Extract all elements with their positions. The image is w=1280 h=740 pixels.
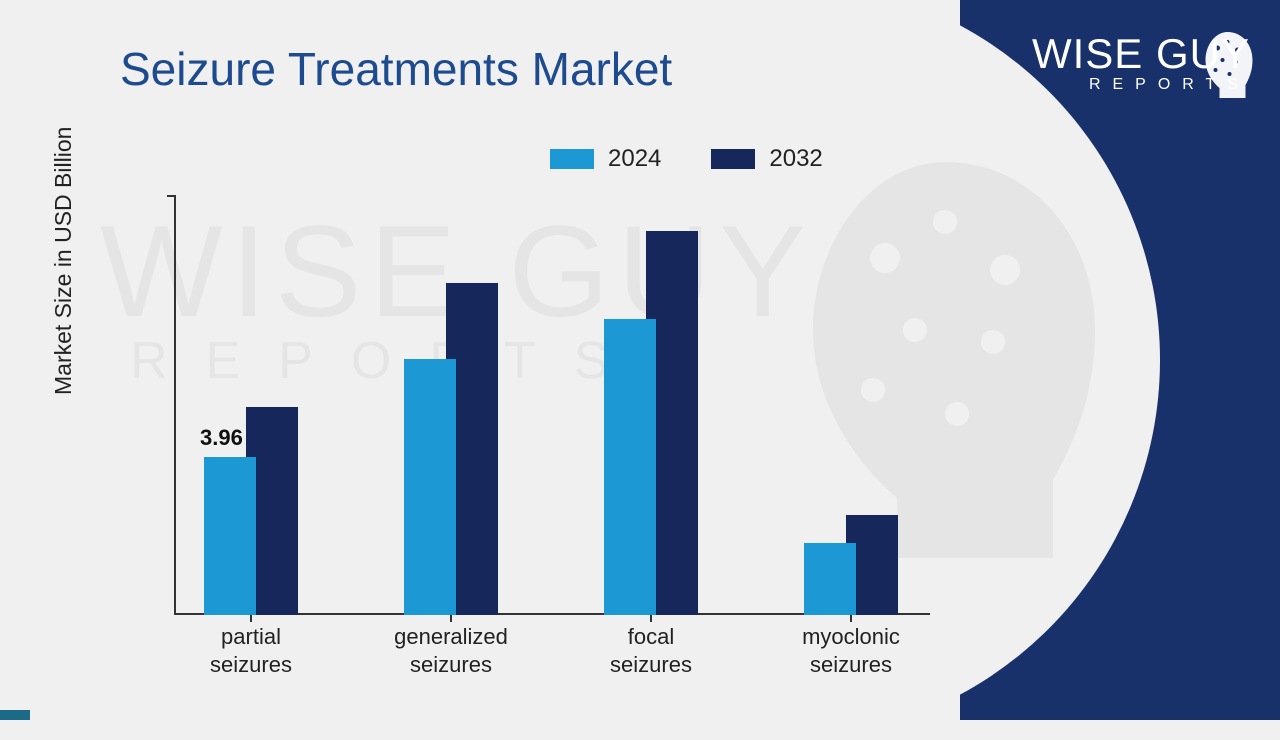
x-axis-tick [650, 615, 652, 622]
x-axis-tick [450, 615, 452, 622]
legend-item-2024: 2024 [550, 145, 661, 173]
bar-2024 [604, 319, 656, 615]
legend-label-2032: 2032 [769, 145, 822, 173]
bar-2024 [204, 457, 256, 615]
chart-area: Market Size in USD Billion 2024 2032 3.9… [110, 145, 930, 675]
y-axis-line [174, 195, 176, 615]
bar-2024 [804, 543, 856, 615]
brand-logo: WISE GUY REPORTS [1032, 30, 1250, 94]
x-axis-tick [250, 615, 252, 622]
x-axis-category-label: focalseizures [571, 623, 731, 678]
chart-title: Seizure Treatments Market [120, 42, 672, 96]
y-axis-top-tick [167, 195, 174, 197]
logo-sub-text: REPORTS [1032, 76, 1250, 94]
bar-2024 [404, 359, 456, 615]
x-axis-category-label: partialseizures [171, 623, 331, 678]
bar-value-label: 3.96 [200, 425, 243, 451]
legend-swatch-2024 [550, 149, 594, 169]
chart-plot: 3.96partialseizuresgeneralizedseizuresfo… [174, 195, 930, 615]
legend-item-2032: 2032 [711, 145, 822, 173]
x-axis-category-label: myoclonicseizures [771, 623, 931, 678]
x-axis-category-label: generalizedseizures [371, 623, 531, 678]
x-axis-tick [850, 615, 852, 622]
logo-main-text: WISE GUY [1032, 30, 1250, 78]
y-axis-label: Market Size in USD Billion [50, 127, 77, 395]
legend-label-2024: 2024 [608, 145, 661, 173]
bottom-accent-bar [0, 710, 30, 720]
legend-swatch-2032 [711, 149, 755, 169]
chart-legend: 2024 2032 [550, 145, 823, 173]
